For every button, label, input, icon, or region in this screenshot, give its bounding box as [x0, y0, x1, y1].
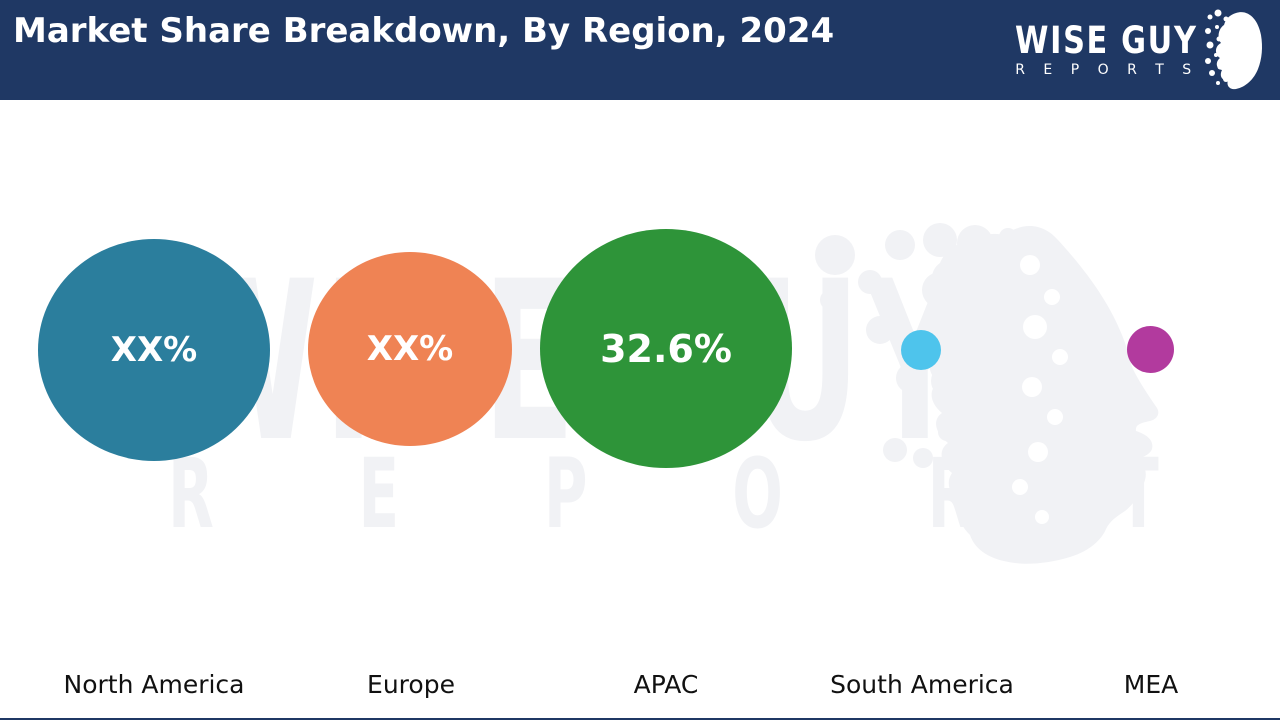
page-title: Market Share Breakdown, By Region, 2024: [13, 11, 835, 51]
bubble-mea: [1127, 326, 1174, 373]
bubble-apac: 32.6%: [540, 229, 792, 468]
brand-head-icon: [1205, 9, 1262, 90]
bubble-value-north-america: XX%: [110, 330, 198, 370]
bubble-south-america: [901, 330, 941, 370]
category-label-south-america: South America: [830, 670, 1014, 699]
brand-logo-name: WISE GUY: [1015, 19, 1198, 62]
category-label-north-america: North America: [63, 670, 245, 699]
category-label-apac: APAC: [633, 670, 699, 699]
header-bar: Market Share Breakdown, By Region, 2024 …: [0, 0, 1280, 100]
brand-logo-text: WISE GUY R E P O R T S: [995, 19, 1218, 79]
brand-logo: WISE GUY R E P O R T S: [995, 6, 1266, 94]
brand-logo-subtitle: R E P O R T S: [1015, 62, 1199, 78]
category-label-mea: MEA: [1123, 670, 1179, 699]
bubble-value-europe: XX%: [366, 329, 454, 369]
category-label-europe: Europe: [367, 670, 455, 699]
bottom-accent-rule: [0, 718, 1280, 720]
bubble-europe: XX%: [308, 252, 512, 446]
bubble-value-apac: 32.6%: [600, 326, 732, 371]
watermark-head-logo: [815, 223, 1159, 564]
bubble-north-america: XX%: [38, 239, 270, 461]
